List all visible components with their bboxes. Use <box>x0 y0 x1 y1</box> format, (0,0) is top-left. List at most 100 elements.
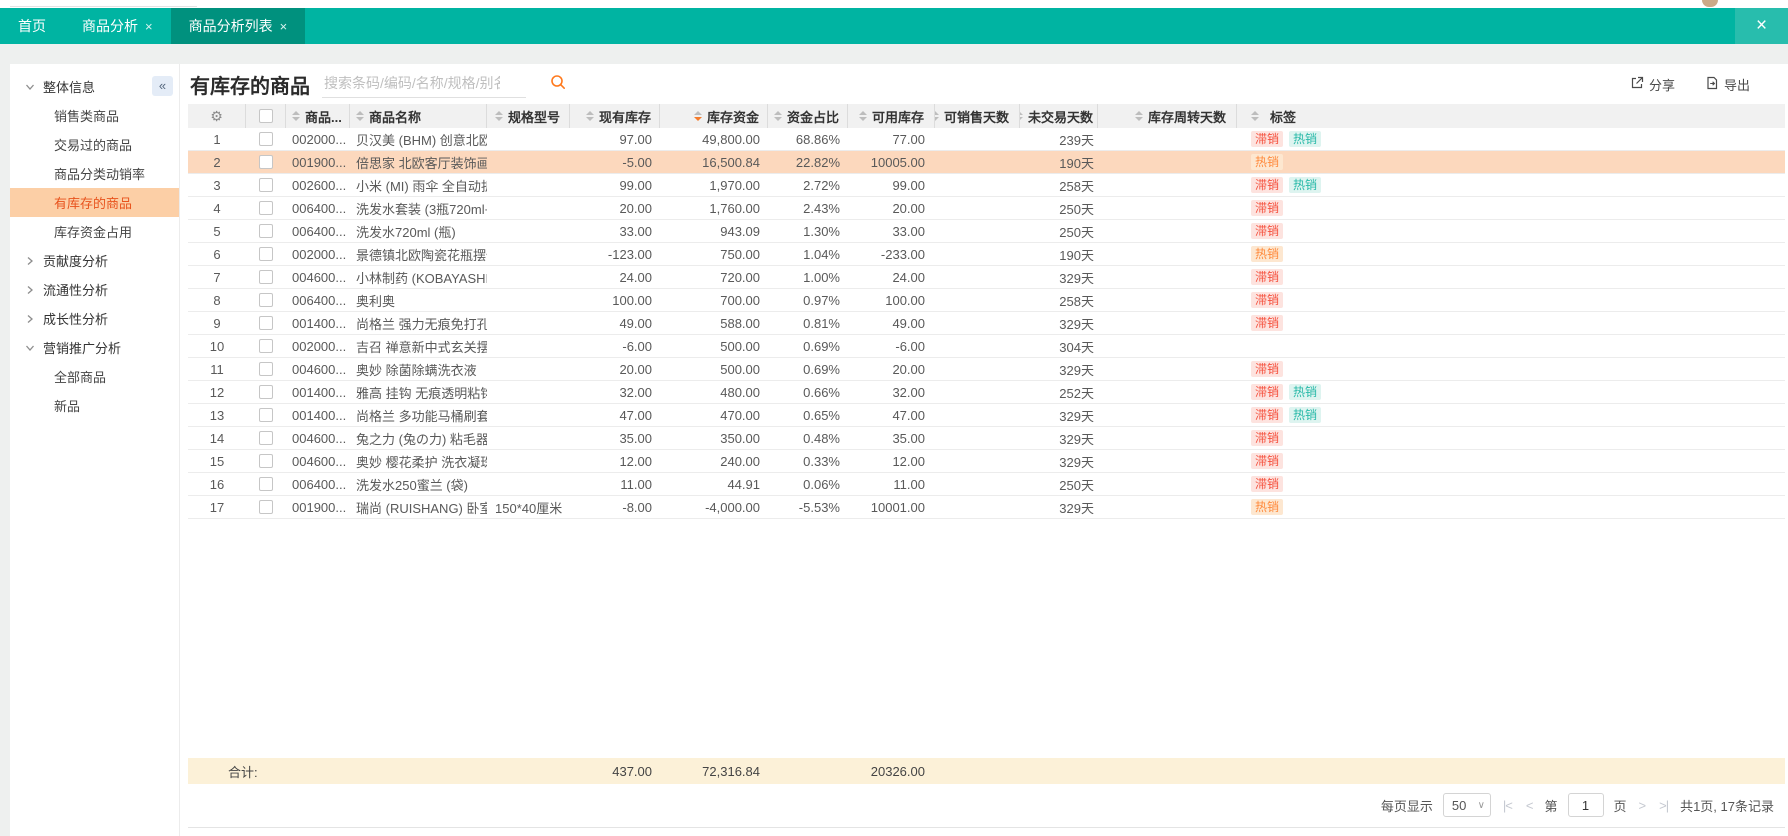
prev-page-button[interactable]: < <box>1525 797 1534 813</box>
chevron-down-icon[interactable] <box>24 81 36 93</box>
table-row[interactable]: 3 002600... 小米 (MI) 雨伞 全自动折叠 99.00 1,970.00 2… <box>188 174 1785 197</box>
row-checkbox[interactable] <box>259 270 273 284</box>
share-button[interactable]: 分享 <box>1630 75 1675 94</box>
column-header-notrade[interactable]: 未交易天数 <box>1020 104 1098 128</box>
row-checkbox[interactable] <box>259 454 273 468</box>
sidebar-item[interactable]: 营销推广分析 <box>10 333 179 362</box>
table-row[interactable]: 14 004600... 兔之力 (兔の力) 粘毛器粘 35.00 350.00 0.48… <box>188 427 1785 450</box>
next-page-button[interactable]: > <box>1638 797 1647 813</box>
first-page-button[interactable]: |< <box>1502 797 1513 813</box>
row-checkbox[interactable] <box>259 339 273 353</box>
sidebar-item[interactable]: 贡献度分析 <box>10 246 179 275</box>
sidebar-item[interactable]: 交易过的商品 <box>10 130 179 159</box>
row-checkbox[interactable] <box>259 431 273 445</box>
row-checkbox[interactable] <box>259 247 273 261</box>
column-header-stock[interactable]: 现有库存 <box>570 104 660 128</box>
sidebar-item[interactable]: 销售类商品 <box>10 101 179 130</box>
column-header-turnover[interactable]: 库存周转天数 <box>1098 104 1237 128</box>
sidebar-item[interactable]: 整体信息 <box>10 72 179 101</box>
sort-icon[interactable] <box>858 111 867 121</box>
tab-close-icon[interactable]: × <box>145 18 153 34</box>
row-checkbox[interactable] <box>259 408 273 422</box>
per-page-select[interactable]: 50 ∨ <box>1442 793 1491 817</box>
row-checkbox[interactable] <box>259 201 273 215</box>
row-checkbox[interactable] <box>259 155 273 169</box>
sidebar-item[interactable]: 流通性分析 <box>10 275 179 304</box>
sidebar-collapse-button[interactable]: « <box>152 76 173 96</box>
table-row[interactable]: 5 006400... 洗发水720ml (瓶) 33.00 943.09 1.30% 33… <box>188 220 1785 243</box>
sort-icon[interactable] <box>773 111 782 121</box>
sidebar-item[interactable]: 有库存的商品 <box>10 188 179 217</box>
table-row[interactable]: 15 004600... 奥妙 樱花柔护 洗衣凝珠 10 12.00 240.00 0.3… <box>188 450 1785 473</box>
window-close-button[interactable]: × <box>1735 8 1788 44</box>
sidebar-item[interactable]: 库存资金占用 <box>10 217 179 246</box>
table-row[interactable]: 2 001900... 倍思家 北欧客厅装饰画卧室 -5.00 16,500.84 22.… <box>188 151 1785 174</box>
chevron-down-icon[interactable] <box>24 342 36 354</box>
cell-fund: 44.91 <box>727 476 760 492</box>
column-header-check[interactable] <box>246 104 286 128</box>
export-button[interactable]: 导出 <box>1705 75 1750 94</box>
table-row[interactable]: 7 004600... 小林制药 (KOBAYASHI) 日 24.00 720.00 1… <box>188 266 1785 289</box>
column-header-fund[interactable]: 库存资金 <box>660 104 768 128</box>
sort-icon[interactable] <box>292 111 300 121</box>
table-row[interactable]: 12 001400... 雅高 挂钩 无痕透明粘钩 强 32.00 480.00 0.66… <box>188 381 1785 404</box>
sidebar-item[interactable]: 新品 <box>10 391 179 420</box>
row-checkbox[interactable] <box>259 178 273 192</box>
gear-icon[interactable]: ⚙ <box>210 107 223 124</box>
last-page-button[interactable]: >| <box>1659 797 1669 813</box>
sidebar-item[interactable]: 全部商品 <box>10 362 179 391</box>
cell-code: 002000... <box>292 338 347 354</box>
column-header-code[interactable]: 商品... <box>286 104 350 128</box>
row-checkbox[interactable] <box>259 477 273 491</box>
sort-icon[interactable] <box>356 111 364 121</box>
tab-product-analysis-list[interactable]: 商品分析列表 × <box>170 8 306 44</box>
cell-fund: 750.00 <box>720 246 760 262</box>
tab-product-analysis[interactable]: 商品分析 × <box>64 8 171 44</box>
table-row[interactable]: 16 006400... 洗发水250蜜兰 (袋) 11.00 44.91 0.06% 11… <box>188 473 1785 496</box>
row-checkbox[interactable] <box>259 362 273 376</box>
table-row[interactable]: 8 006400... 奥利奥 100.00 700.00 0.97% 100.00 258天… <box>188 289 1785 312</box>
row-checkbox[interactable] <box>259 132 273 146</box>
search-input[interactable] <box>322 70 526 98</box>
sort-icon[interactable] <box>1251 111 1259 121</box>
sort-icon[interactable] <box>1020 111 1023 121</box>
table-row[interactable]: 10 002000... 吉召 禅意新中式玄关摆件客 -6.00 500.00 0.69%… <box>188 335 1785 358</box>
sort-icon[interactable] <box>585 111 594 121</box>
column-header-num[interactable]: ⚙ <box>188 104 246 128</box>
table-row[interactable]: 11 004600... 奥妙 除菌除螨洗衣液 20.00 500.00 0.69% 20.… <box>188 358 1785 381</box>
sort-icon[interactable] <box>1134 111 1143 121</box>
row-checkbox[interactable] <box>259 293 273 307</box>
column-header-saledays[interactable]: 可销售天数 <box>935 104 1020 128</box>
table-row[interactable]: 17 001900... 瑞尚 (RUISHANG) 卧室装 150*40厘米 -8.0… <box>188 496 1785 519</box>
select-all-checkbox[interactable] <box>258 109 273 123</box>
tab-home[interactable]: 首页 <box>0 8 64 44</box>
search-icon[interactable] <box>550 74 566 95</box>
table-row[interactable]: 9 001400... 尚格兰 强力无痕免打孔浴室 49.00 588.00 0.81% 4… <box>188 312 1785 335</box>
table-row[interactable]: 13 001400... 尚格兰 多功能马桶刷套装 刷 47.00 470.00 0.65… <box>188 404 1785 427</box>
column-header-tags[interactable]: 标签 <box>1237 104 1785 128</box>
table-row[interactable]: 1 002000... 贝汉美 (BHM) 创意北欧客 97.00 49,800.00 6… <box>188 128 1785 151</box>
table-row[interactable]: 4 006400... 洗发水套装 (3瓶720ml+1 20.00 1,760.00 2… <box>188 197 1785 220</box>
column-header-spec[interactable]: 规格型号 <box>487 104 570 128</box>
column-header-avail[interactable]: 可用库存 <box>848 104 935 128</box>
chevron-right-icon[interactable] <box>24 284 36 296</box>
column-header-name[interactable]: 商品名称 <box>350 104 487 128</box>
column-header-ratio[interactable]: 资金占比 <box>768 104 848 128</box>
sort-icon[interactable] <box>935 111 939 121</box>
chevron-right-icon[interactable] <box>24 255 36 267</box>
sort-icon[interactable] <box>693 111 702 121</box>
cell-code: 002600... <box>292 177 347 193</box>
tab-close-icon[interactable]: × <box>279 18 288 34</box>
cell-saledays <box>935 335 1020 357</box>
cell-fund: 1,970.00 <box>709 177 760 193</box>
row-checkbox[interactable] <box>259 385 273 399</box>
page-number-input[interactable] <box>1567 793 1604 817</box>
sort-icon[interactable] <box>495 111 503 121</box>
chevron-right-icon[interactable] <box>24 313 36 325</box>
sidebar-item[interactable]: 商品分类动销率 <box>10 159 179 188</box>
row-checkbox[interactable] <box>259 224 273 238</box>
table-row[interactable]: 6 002000... 景德镇北欧陶瓷花瓶摆件 仿 -123.00 750.00 1.04… <box>188 243 1785 266</box>
row-checkbox[interactable] <box>259 500 273 514</box>
sidebar-item[interactable]: 成长性分析 <box>10 304 179 333</box>
row-checkbox[interactable] <box>259 316 273 330</box>
